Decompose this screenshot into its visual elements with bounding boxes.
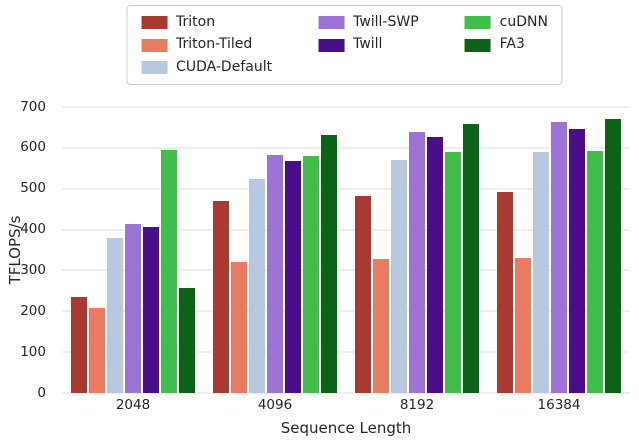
bar (285, 160, 301, 393)
bar (463, 124, 479, 393)
bar-group (488, 107, 630, 393)
gridline (62, 229, 630, 231)
gridline (62, 351, 630, 353)
y-tick-label: 400 (20, 220, 46, 237)
bar-group (204, 107, 346, 393)
chart-legend: Triton Triton-Tiled CUDA-Default Twill-SWP T… (126, 5, 563, 86)
bar (179, 288, 195, 393)
legend-swatch (464, 38, 491, 52)
bar-group (62, 107, 204, 393)
x-axis-ticks: 2048 4096 8192 16384 (62, 397, 630, 413)
bar (89, 308, 105, 393)
x-tick-label: 16384 (537, 397, 581, 413)
legend-item: Twill (318, 36, 419, 53)
legend-label: Triton-Tiled (176, 36, 253, 53)
x-axis-label: Sequence Length (280, 419, 412, 437)
bar (605, 119, 621, 393)
bar (533, 151, 549, 393)
y-tick-label: 600 (20, 139, 46, 156)
legend-swatch (464, 16, 491, 30)
y-tick-label: 500 (20, 179, 46, 196)
bar (267, 155, 283, 393)
x-tick-label: 8192 (399, 397, 435, 413)
legend-label: Twill-SWP (353, 14, 419, 30)
legend-label: cuDNN (499, 14, 548, 30)
legend-swatch (318, 16, 345, 30)
bar (427, 136, 443, 393)
y-axis-ticks: 0 100 200 300 400 500 600 700 (0, 100, 54, 399)
legend-item: Triton-Tiled (141, 36, 272, 53)
bar (125, 223, 141, 393)
legend-swatch (141, 16, 168, 30)
bar (321, 135, 337, 393)
legend-label: CUDA-Default (176, 58, 273, 75)
gridline (62, 310, 630, 312)
bar (391, 160, 407, 393)
bar (497, 191, 513, 393)
legend-label: FA3 (499, 36, 525, 53)
legend-item: Twill-SWP (318, 14, 419, 30)
gridline (62, 188, 630, 190)
bar (71, 297, 87, 393)
legend-item: CUDA-Default (141, 58, 273, 75)
gridline (62, 147, 630, 149)
y-tick-label: 0 (37, 384, 46, 401)
bar (587, 151, 603, 393)
legend-swatch (141, 38, 168, 52)
plot-area (62, 106, 630, 394)
bar (355, 195, 371, 393)
bar (551, 122, 567, 393)
bar-group (346, 107, 488, 393)
gridline (62, 269, 630, 271)
bar (409, 131, 425, 393)
legend-item: Triton (141, 14, 272, 30)
legend-label: Twill (353, 36, 383, 53)
bar (161, 149, 177, 393)
y-tick-label: 300 (20, 261, 46, 278)
legend-item: FA3 (464, 36, 548, 53)
legend-item: cuDNN (464, 14, 548, 30)
gridline (62, 106, 630, 108)
bar (143, 227, 159, 393)
y-tick-label: 700 (20, 98, 46, 115)
legend-column: cuDNN FA3 (464, 14, 548, 75)
legend-column: Triton Triton-Tiled CUDA-Default (141, 14, 273, 75)
gridline (62, 392, 630, 394)
bar (213, 200, 229, 393)
legend-label: Triton (176, 14, 216, 30)
legend-column: Twill-SWP Twill (318, 14, 419, 75)
bar (249, 178, 265, 393)
y-tick-label: 200 (20, 302, 46, 319)
legend-swatch (318, 38, 345, 52)
x-tick-label: 2048 (115, 397, 151, 413)
y-tick-label: 100 (20, 343, 46, 360)
bar (515, 257, 531, 393)
bar (445, 151, 461, 393)
bar (303, 156, 319, 393)
bar (373, 259, 389, 393)
bar (231, 261, 247, 393)
bar (107, 238, 123, 393)
x-tick-label: 4096 (257, 397, 293, 413)
legend-swatch (141, 60, 168, 74)
bar (569, 129, 585, 393)
